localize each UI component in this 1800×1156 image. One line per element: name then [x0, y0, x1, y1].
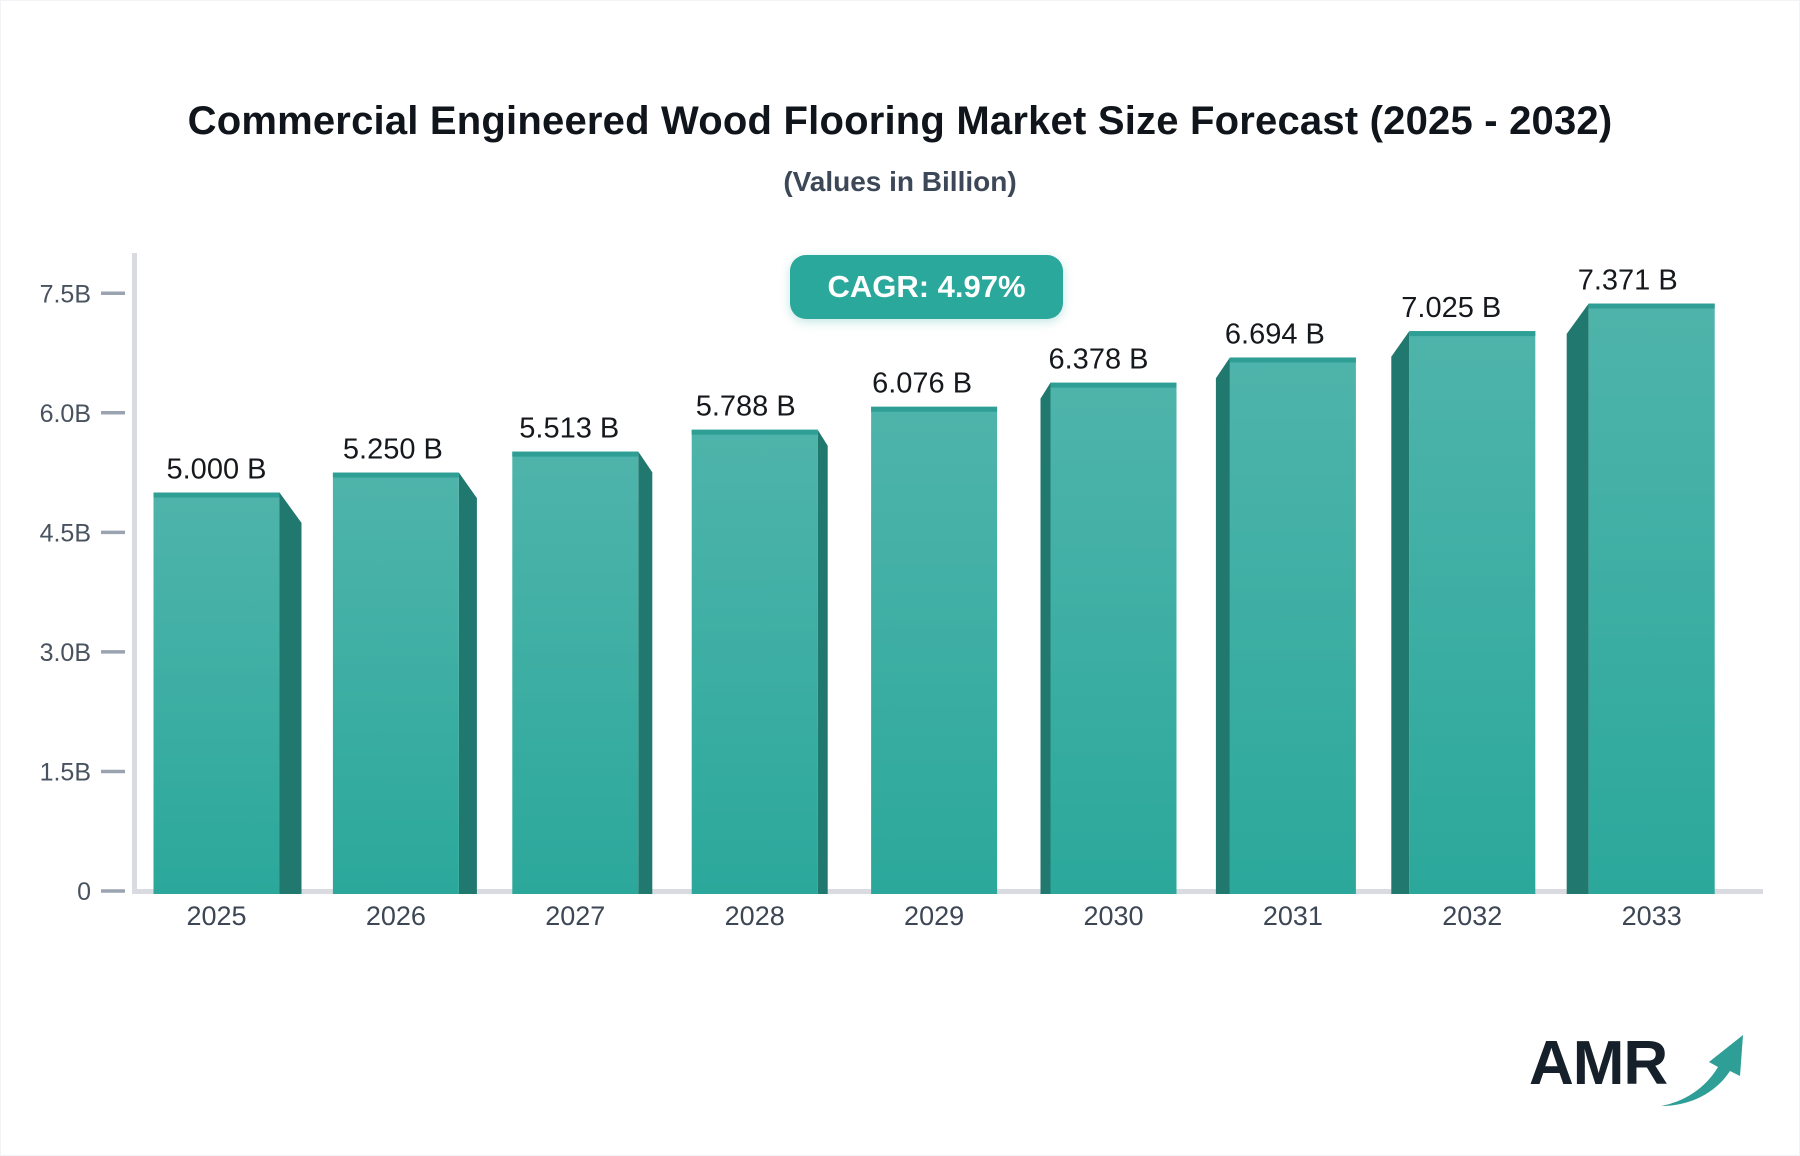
y-tick-label: 4.5B — [40, 519, 91, 547]
bar-top-edge — [691, 429, 818, 435]
bar-face — [1409, 331, 1536, 894]
bar-face — [153, 492, 280, 894]
bar-value-label: 7.371 B — [1578, 265, 1678, 297]
bar-value-label: 5.513 B — [519, 413, 619, 445]
chart-title: Commercial Engineered Wood Flooring Mark… — [187, 99, 1613, 143]
bar-side-facet — [1566, 303, 1589, 894]
bar-top-edge — [871, 406, 998, 412]
bar-face — [332, 472, 459, 894]
bar-face — [1229, 357, 1356, 895]
x-tick-label: 2031 — [1263, 901, 1323, 931]
bar-face — [512, 451, 639, 894]
bar-side-facet — [279, 492, 302, 894]
x-tick-label: 2026 — [366, 901, 426, 931]
bar-side-facet — [458, 472, 477, 894]
bar-face — [691, 429, 818, 894]
x-tick-label: 2027 — [545, 901, 605, 931]
bar-top-edge — [332, 472, 459, 478]
bar-side-facet — [1040, 382, 1051, 894]
x-tick-label: 2028 — [725, 901, 785, 931]
bar-value-label: 6.076 B — [872, 368, 972, 400]
y-tick-label: 7.5B — [40, 280, 91, 308]
bar-top-edge — [1229, 357, 1356, 363]
amr-logo-text: AMR — [1529, 1029, 1668, 1098]
bar-value-label: 5.250 B — [343, 434, 443, 466]
bar-value-label: 7.025 B — [1401, 292, 1501, 324]
x-tick-label: 2029 — [904, 901, 964, 931]
chart-subtitle: (Values in Billion) — [783, 166, 1017, 197]
bar-top-edge — [1409, 331, 1536, 337]
bar-side-facet — [638, 451, 653, 894]
bar-value-label: 5.788 B — [696, 391, 796, 423]
bar-value-label: 6.694 B — [1225, 318, 1325, 350]
bar-side-facet — [817, 429, 828, 894]
chart-header: Commercial Engineered Wood Flooring Mark… — [1, 99, 1799, 198]
bar-face — [1050, 382, 1177, 894]
y-tick-label: 1.5B — [40, 758, 91, 786]
bar-value-label: 6.378 B — [1049, 344, 1149, 376]
y-tick-label: 0 — [77, 878, 91, 906]
x-tick-label: 2032 — [1442, 901, 1502, 931]
bar-top-edge — [512, 451, 639, 457]
bar-face — [871, 406, 998, 894]
y-tick-label: 3.0B — [40, 639, 91, 667]
bar-face — [1588, 303, 1715, 894]
cagr-badge-label: CAGR: 4.97% — [827, 269, 1026, 304]
x-tick-label: 2030 — [1083, 901, 1143, 931]
bar-top-edge — [1588, 303, 1715, 309]
amr-logo: AMR — [1529, 1033, 1755, 1111]
x-tick-label: 2033 — [1622, 901, 1682, 931]
bar-value-label: 5.000 B — [167, 454, 267, 486]
bar-side-facet — [1391, 331, 1410, 894]
bar-top-edge — [1050, 382, 1177, 388]
x-tick-label: 2025 — [186, 901, 246, 931]
y-tick-label: 6.0B — [40, 400, 91, 428]
bar-side-facet — [1215, 357, 1230, 895]
cagr-badge: CAGR: 4.97% — [790, 255, 1063, 319]
bar-top-edge — [153, 492, 280, 498]
growth-arrow-icon — [1661, 1035, 1744, 1106]
